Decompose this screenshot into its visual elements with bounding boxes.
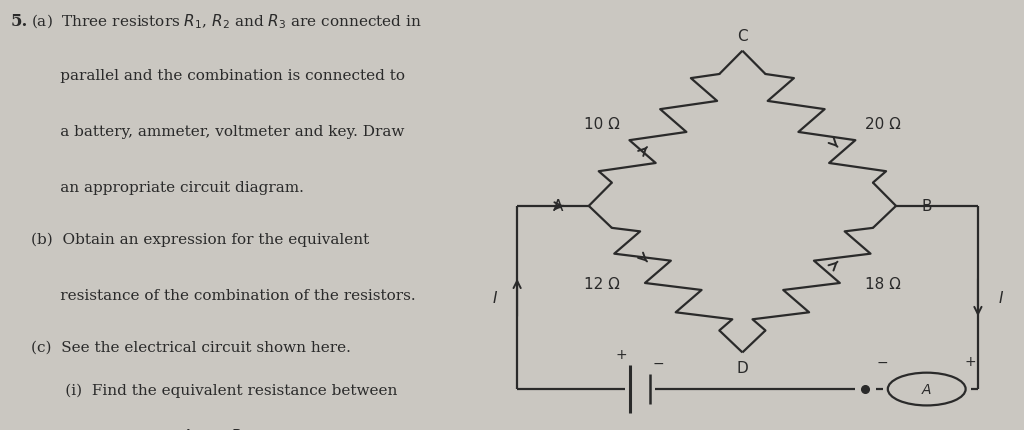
Text: −: − xyxy=(877,355,889,369)
Text: +: + xyxy=(615,347,628,361)
Text: +: + xyxy=(965,355,977,369)
Text: (a)  Three resistors $R_1$, $R_2$ and $R_3$ are connected in: (a) Three resistors $R_1$, $R_2$ and $R_… xyxy=(31,13,422,31)
Text: (b)  Obtain an expression for the equivalent: (b) Obtain an expression for the equival… xyxy=(31,232,369,246)
Text: 18 Ω: 18 Ω xyxy=(865,276,901,291)
Text: A: A xyxy=(553,199,563,214)
Text: C: C xyxy=(737,29,748,44)
Text: (i)  Find the equivalent resistance between: (i) Find the equivalent resistance betwe… xyxy=(36,383,397,397)
Text: 12 Ω: 12 Ω xyxy=(584,276,620,291)
Text: (c)  See the electrical circuit shown here.: (c) See the electrical circuit shown her… xyxy=(31,340,350,353)
Text: a battery, ammeter, voltmeter and key. Draw: a battery, ammeter, voltmeter and key. D… xyxy=(31,125,404,138)
Text: an appropriate circuit diagram.: an appropriate circuit diagram. xyxy=(31,181,303,194)
Text: resistance of the combination of the resistors.: resistance of the combination of the res… xyxy=(31,288,416,302)
Text: −: − xyxy=(652,356,665,370)
Text: 5.: 5. xyxy=(10,13,28,30)
Text: B: B xyxy=(922,199,932,214)
Text: 20 Ω: 20 Ω xyxy=(865,117,901,132)
Text: D: D xyxy=(736,360,749,375)
Text: the points $A$ and $B$ of the circuit.: the points $A$ and $B$ of the circuit. xyxy=(36,426,350,430)
Text: I: I xyxy=(493,290,497,305)
Text: 10 Ω: 10 Ω xyxy=(584,117,620,132)
Text: A: A xyxy=(922,382,932,396)
Text: parallel and the combination is connected to: parallel and the combination is connecte… xyxy=(31,69,404,83)
Text: I: I xyxy=(998,290,1002,305)
